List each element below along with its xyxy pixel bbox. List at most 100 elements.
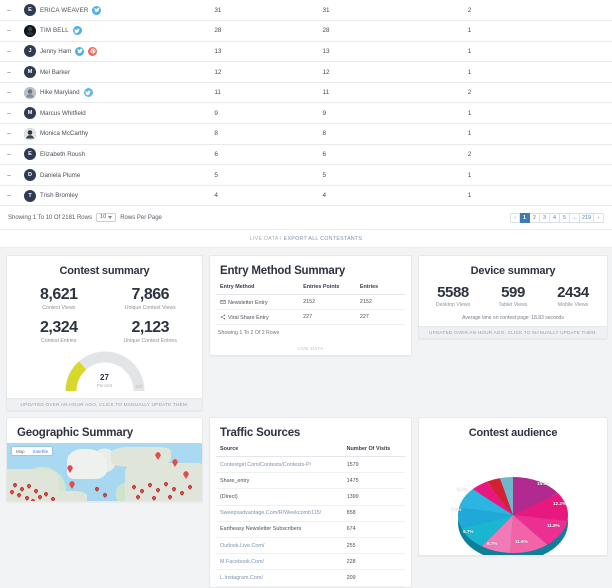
row-drag-handle[interactable]: ‒ xyxy=(0,123,19,145)
entry-method-table-body: Newsletter Entry 2152 2152 Viral Share E… xyxy=(216,294,405,326)
contestant-name-cell: Hike Maryland xyxy=(18,82,209,104)
pagination-info: Showing 1 To 10 Of 2181 Rows 10 Rows Per… xyxy=(8,213,162,223)
pager-page-4[interactable]: 4 xyxy=(550,212,560,223)
pie-slice[interactable] xyxy=(472,481,513,516)
pager-page-1[interactable]: 1 xyxy=(520,212,530,223)
contestant-name-cell: M Marcus Whitfield xyxy=(18,102,209,125)
map-pin[interactable] xyxy=(155,452,161,461)
pie-slice-label: 8.9% xyxy=(451,507,462,513)
contestant-name-cell: D Daniela Plume xyxy=(18,164,209,186)
table-row: Sweepsadvantage.Com/R/Weekcomb115/ 858 xyxy=(216,505,405,522)
pager-page-3[interactable]: 3 xyxy=(540,212,550,223)
avatar: M xyxy=(24,66,37,79)
live-data-strip: LIVE DATA / EXPORT ALL CONTESTANTS xyxy=(0,230,612,249)
row-drag-handle[interactable]: ‒ xyxy=(0,164,19,186)
twitter-icon[interactable] xyxy=(72,26,82,36)
map-type-map[interactable]: Map xyxy=(16,448,25,454)
pager-next[interactable]: › xyxy=(594,212,604,223)
row-drag-handle[interactable]: ‒ xyxy=(0,82,19,104)
table-row: Viral Share Entry 227 227 xyxy=(216,309,405,326)
table-row: Newsletter Entry 2152 2152 xyxy=(216,294,405,311)
entries-cell: 6 xyxy=(316,144,462,166)
entry-points-cell: 13 xyxy=(208,41,317,63)
entries-cell: 2152 xyxy=(355,294,405,311)
entry-method-summary-title: Entry Method Summary xyxy=(220,265,346,278)
pie-slice[interactable] xyxy=(513,493,568,521)
stat-value: 8,621 xyxy=(39,286,78,304)
table-row[interactable]: ‒ J Jenny Ham 13 13 1 xyxy=(0,41,612,63)
pie-slice-label: 8.7% xyxy=(457,487,468,493)
traffic-sources-card: Traffic Sources Source Number Of Visits … xyxy=(209,417,412,588)
entry-points-cell: 28 xyxy=(208,20,317,42)
pager-prev[interactable]: ‹ xyxy=(510,212,520,223)
entries-cell: 11 xyxy=(316,82,462,104)
source-cell: Share_entry xyxy=(216,472,343,490)
table-row[interactable]: ‒ E Elizabeth Roush 6 6 2 xyxy=(0,144,612,166)
table-row[interactable]: ‒ Hike Maryland 11 11 2 xyxy=(0,82,612,104)
row-drag-handle[interactable]: ‒ xyxy=(0,185,19,207)
table-row[interactable]: ‒ TIM BELL 28 28 1 xyxy=(0,20,612,42)
row-drag-handle[interactable]: ‒ xyxy=(0,102,19,125)
pie-slice[interactable] xyxy=(459,489,513,516)
twitter-icon[interactable] xyxy=(92,5,102,15)
table-row: Outlook.Live.Com/ 255 xyxy=(216,537,405,555)
row-drag-handle[interactable]: ‒ xyxy=(0,144,19,166)
source-cell[interactable]: M.Facebook.Com/ xyxy=(216,553,343,571)
table-row[interactable]: ‒ E ERICA WEAVER 31 31 2 xyxy=(0,0,612,22)
referrals-cell: 1 xyxy=(461,185,612,207)
device-summary-stats: 5588 Desktop Views 599 Tablet Views 2434… xyxy=(419,281,607,315)
table-row[interactable]: ‒ Monica McCarthy 8 8 1 xyxy=(0,123,612,145)
entries-cell: 12 xyxy=(316,61,462,83)
pinterest-icon[interactable] xyxy=(88,46,98,56)
pie-slice[interactable] xyxy=(486,478,513,516)
twitter-icon[interactable] xyxy=(75,46,85,56)
source-cell[interactable]: Outlook.Live.Com/ xyxy=(216,537,343,555)
contestant-name: Monica McCarthy xyxy=(40,130,89,138)
rows-per-page-select[interactable]: 10 xyxy=(95,213,117,223)
table-row[interactable]: ‒ T Trish Bromley 4 4 1 xyxy=(0,185,612,207)
pager-page-2[interactable]: 2 xyxy=(530,212,540,223)
row-drag-handle[interactable]: ‒ xyxy=(0,41,19,63)
pager-page-last[interactable]: 219 xyxy=(580,212,594,223)
twitter-icon[interactable] xyxy=(83,88,93,98)
export-all-contestants-link[interactable]: EXPORT ALL CONTESTANTS xyxy=(283,235,363,242)
pie-slice[interactable] xyxy=(513,477,559,516)
pager-ellipsis: ... xyxy=(570,212,580,223)
map-type-satellite[interactable]: Satellite xyxy=(32,448,49,454)
pie-slice[interactable] xyxy=(458,507,513,529)
map-pin[interactable] xyxy=(102,492,108,498)
row-drag-handle[interactable]: ‒ xyxy=(0,61,19,83)
conversion-gauge-wrap: 27 Percent 0 100 xyxy=(7,350,202,398)
stat-label: Unique Contest Views xyxy=(124,305,176,312)
row-drag-handle[interactable]: ‒ xyxy=(0,20,19,42)
visits-cell: 858 xyxy=(342,505,405,522)
contest-summary-updated-note[interactable]: UPDATED OVER AN HOUR AGO, CLICK TO MANUA… xyxy=(7,398,202,411)
contestant-name: Jenny Ham xyxy=(40,47,72,55)
contestant-name-cell: T Trish Bromley xyxy=(18,185,209,207)
contestant-name-cell: E ERICA WEAVER xyxy=(18,0,209,22)
pager: ‹ 1 2 3 4 5 ... 219 › xyxy=(510,212,604,223)
pager-page-5[interactable]: 5 xyxy=(560,212,570,223)
source-cell[interactable]: Sweepsadvantage.Com/R/Weekcomb115/ xyxy=(216,505,343,522)
map-pin[interactable] xyxy=(183,471,189,480)
table-row[interactable]: ‒ M Mel Barker 12 12 1 xyxy=(0,61,612,83)
entry-points-cell: 4 xyxy=(208,185,317,207)
row-drag-handle[interactable]: ‒ xyxy=(0,0,19,22)
map-type-control[interactable]: Map Satellite xyxy=(12,447,53,456)
map-pin[interactable] xyxy=(67,465,73,474)
geographic-map[interactable]: Map Satellite xyxy=(7,443,202,502)
source-cell[interactable]: L.Instagram.Com/ xyxy=(216,569,343,587)
device-summary-updated-note[interactable]: UPDATED OVER AN HOUR AGO, CLICK TO MANUA… xyxy=(419,326,607,339)
pie-slice[interactable] xyxy=(499,477,513,516)
entry-method-live-label: LIVE DATA xyxy=(297,346,324,352)
device-summary-title: Device summary xyxy=(470,265,556,278)
stat-desktop-views: 5588 Desktop Views xyxy=(423,283,483,315)
source-cell[interactable]: Contestgirl.Com/Contests/Contests-P/ xyxy=(216,456,343,474)
avatar: J xyxy=(24,45,37,58)
map-pin[interactable] xyxy=(69,481,75,490)
avatar xyxy=(24,24,37,37)
map-pin[interactable] xyxy=(94,486,100,492)
table-row[interactable]: ‒ M Marcus Whitfield 9 9 1 xyxy=(0,102,612,125)
map-pin[interactable] xyxy=(172,459,178,468)
table-row[interactable]: ‒ D Daniela Plume 5 5 1 xyxy=(0,164,612,186)
